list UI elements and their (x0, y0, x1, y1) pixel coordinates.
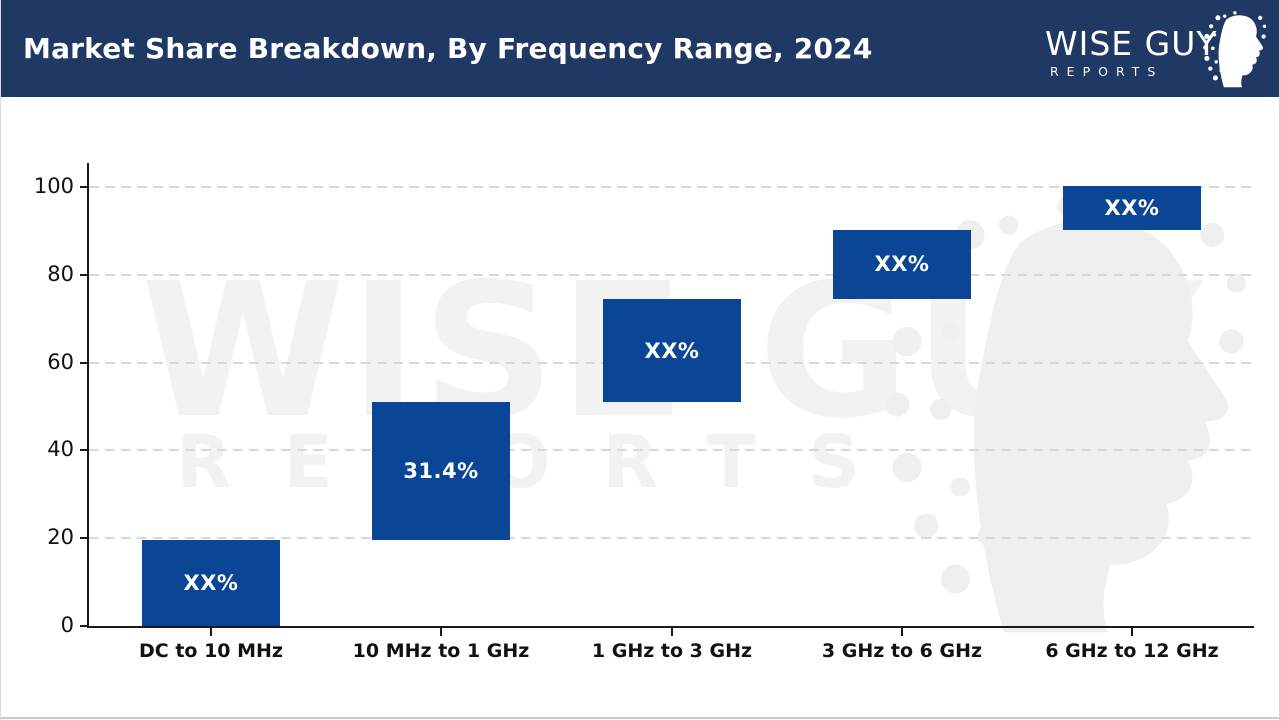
x-axis-category-label: 6 GHz to 12 GHz (1045, 640, 1219, 662)
bar-segment: XX% (142, 539, 280, 626)
x-axis-category-label: 10 MHz to 1 GHz (352, 640, 530, 662)
x-axis-line (87, 626, 1254, 628)
bar-value-label: XX% (1104, 196, 1160, 221)
gridline-100 (89, 186, 1254, 188)
page-bottom-border (1, 717, 1279, 719)
logo-head-icon (1203, 11, 1267, 88)
x-axis-category-label: 3 GHz to 6 GHz (821, 640, 983, 662)
x-axis-tick (901, 628, 903, 636)
x-axis-tick (1131, 628, 1133, 636)
x-axis-tick (210, 628, 212, 636)
bar-value-label: XX% (874, 252, 930, 277)
wise-guy-reports-logo: WISE GUY REPORTS (1017, 8, 1267, 92)
y-axis-tick (80, 537, 87, 540)
watermark-head-icon (885, 196, 1247, 633)
x-axis-category-label: 1 GHz to 3 GHz (591, 640, 753, 662)
logo-reports-text: REPORTS (1050, 64, 1164, 79)
logo-wordmark: WISE GUY (1045, 24, 1218, 63)
gridline-20 (89, 537, 1254, 540)
chart-title: Market Share Breakdown, By Frequency Ran… (23, 32, 873, 65)
y-axis-tick-label: 40 (47, 437, 74, 462)
y-axis-tick (80, 625, 87, 627)
y-axis-tick (80, 449, 87, 452)
y-axis-tick (80, 273, 87, 276)
bar-segment: XX% (833, 230, 971, 299)
x-axis-category-label: DC to 10 MHz (138, 640, 283, 662)
y-axis-tick (80, 361, 87, 364)
y-axis-tick (80, 186, 87, 188)
bar-value-label: XX% (644, 338, 700, 363)
x-axis-tick (671, 628, 673, 636)
y-axis-tick-label: 0 (60, 613, 74, 637)
x-axis-tick (440, 628, 442, 636)
bar-segment: 31.4% (372, 402, 510, 540)
y-axis-line (87, 163, 89, 628)
y-axis-tick-label: 60 (47, 349, 74, 374)
bar-segment: XX% (1063, 186, 1201, 230)
y-axis-tick-label: 100 (33, 174, 74, 198)
y-axis-tick-label: 80 (47, 261, 74, 286)
gridline-80 (89, 273, 1254, 276)
gridline-40 (89, 449, 1254, 452)
bar-segment: XX% (603, 298, 741, 403)
header-banner: Market Share Breakdown, By Frequency Ran… (1, 0, 1279, 97)
bar-value-label: XX% (183, 570, 239, 595)
bar-value-label: 31.4% (403, 459, 479, 484)
y-axis-tick-label: 20 (47, 525, 74, 550)
watermark-reports-text: REPORTS (176, 420, 912, 504)
